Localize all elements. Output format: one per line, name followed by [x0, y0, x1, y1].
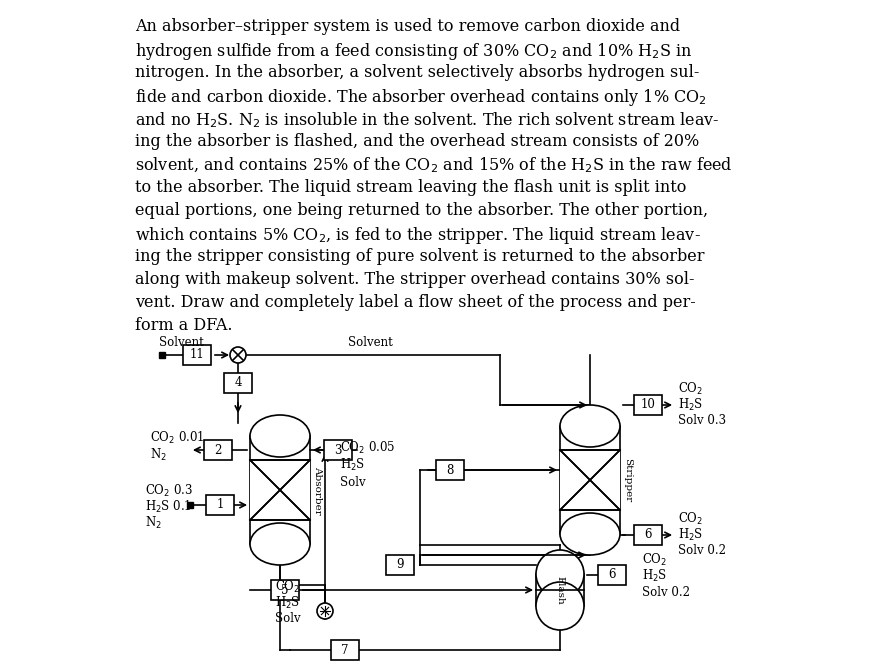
Text: 4: 4 [234, 377, 242, 389]
Text: fide and carbon dioxide. The absorber overhead contains only 1% CO$_2$: fide and carbon dioxide. The absorber ov… [135, 87, 707, 108]
Polygon shape [250, 460, 310, 520]
Bar [634, 525, 662, 545]
Text: H$_2$S: H$_2$S [642, 568, 668, 584]
Bar [206, 495, 234, 515]
Text: N$_2$: N$_2$ [145, 515, 162, 531]
Text: Solv 0.2: Solv 0.2 [642, 586, 690, 598]
Text: H$_2$S: H$_2$S [275, 595, 300, 611]
Polygon shape [560, 450, 620, 510]
Bar [598, 565, 626, 585]
Text: An absorber–stripper system is used to remove carbon dioxide and: An absorber–stripper system is used to r… [135, 18, 680, 35]
Text: ing the stripper consisting of pure solvent is returned to the absorber: ing the stripper consisting of pure solv… [135, 248, 704, 265]
Polygon shape [536, 574, 584, 606]
Text: Solv 0.2: Solv 0.2 [678, 545, 726, 557]
Bar [386, 555, 414, 575]
Text: Solvent: Solvent [159, 336, 204, 350]
Text: 3: 3 [334, 444, 342, 457]
Ellipse shape [250, 415, 310, 457]
Text: CO$_2$: CO$_2$ [275, 579, 300, 595]
Ellipse shape [536, 550, 584, 598]
Text: solvent, and contains 25% of the CO$_2$ and 15% of the H$_2$S in the raw feed: solvent, and contains 25% of the CO$_2$ … [135, 156, 732, 175]
Bar [436, 460, 464, 480]
Text: N$_2$: N$_2$ [150, 447, 167, 463]
Bar [204, 440, 232, 460]
Text: ing the absorber is flashed, and the overhead stream consists of 20%: ing the absorber is flashed, and the ove… [135, 133, 699, 150]
Text: 6: 6 [644, 529, 652, 541]
Text: H$_2$S: H$_2$S [340, 457, 365, 473]
Bar [271, 580, 299, 600]
Ellipse shape [250, 523, 310, 565]
Text: H$_2$S: H$_2$S [678, 397, 704, 413]
Text: Solv: Solv [340, 475, 366, 488]
Text: 1: 1 [216, 498, 224, 512]
Text: 9: 9 [396, 559, 403, 572]
Text: nitrogen. In the absorber, a solvent selectively absorbs hydrogen sul-: nitrogen. In the absorber, a solvent sel… [135, 64, 699, 81]
Text: 10: 10 [640, 399, 655, 412]
Text: Stripper: Stripper [623, 458, 632, 502]
Text: Flash: Flash [556, 576, 564, 604]
Text: 8: 8 [446, 463, 454, 477]
Text: along with makeup solvent. The stripper overhead contains 30% sol-: along with makeup solvent. The stripper … [135, 271, 695, 288]
Ellipse shape [536, 582, 584, 630]
Text: Absorber: Absorber [313, 465, 322, 514]
Text: 11: 11 [190, 348, 205, 362]
Text: vent. Draw and completely label a flow sheet of the process and per-: vent. Draw and completely label a flow s… [135, 294, 696, 311]
Bar [331, 640, 359, 660]
Text: 7: 7 [341, 644, 349, 656]
Text: CO$_2$ 0.3: CO$_2$ 0.3 [145, 483, 192, 499]
Text: 6: 6 [608, 568, 616, 582]
Text: form a DFA.: form a DFA. [135, 317, 233, 334]
Text: CO$_2$: CO$_2$ [678, 511, 704, 527]
Text: Solv 0.3: Solv 0.3 [678, 414, 726, 428]
Text: CO$_2$: CO$_2$ [642, 552, 667, 568]
Text: Solv: Solv [275, 613, 301, 625]
Text: H$_2$S: H$_2$S [678, 527, 704, 543]
Text: Solvent: Solvent [347, 336, 392, 350]
Text: 2: 2 [214, 444, 221, 457]
Text: CO$_2$ 0.01: CO$_2$ 0.01 [150, 430, 205, 446]
Circle shape [317, 603, 333, 619]
Bar [183, 345, 211, 365]
Text: 5: 5 [281, 584, 289, 596]
Text: equal portions, one being returned to the absorber. The other portion,: equal portions, one being returned to th… [135, 202, 708, 219]
Polygon shape [560, 426, 620, 534]
Circle shape [230, 347, 246, 363]
Ellipse shape [560, 513, 620, 555]
Bar [634, 395, 662, 415]
Text: CO$_2$ 0.05: CO$_2$ 0.05 [340, 440, 396, 456]
Polygon shape [250, 436, 310, 544]
Ellipse shape [560, 405, 620, 447]
Text: CO$_2$: CO$_2$ [678, 381, 704, 397]
Text: which contains 5% CO$_2$, is fed to the stripper. The liquid stream leav-: which contains 5% CO$_2$, is fed to the … [135, 225, 701, 246]
Text: hydrogen sulfide from a feed consisting of 30% CO$_2$ and 10% H$_2$S in: hydrogen sulfide from a feed consisting … [135, 41, 692, 62]
Bar [324, 440, 352, 460]
Text: H$_2$S 0.1: H$_2$S 0.1 [145, 499, 192, 515]
Text: to the absorber. The liquid stream leaving the flash unit is split into: to the absorber. The liquid stream leavi… [135, 179, 686, 196]
Bar [224, 373, 252, 393]
Text: and no H$_2$S. N$_2$ is insoluble in the solvent. The rich solvent stream leav-: and no H$_2$S. N$_2$ is insoluble in the… [135, 110, 719, 130]
